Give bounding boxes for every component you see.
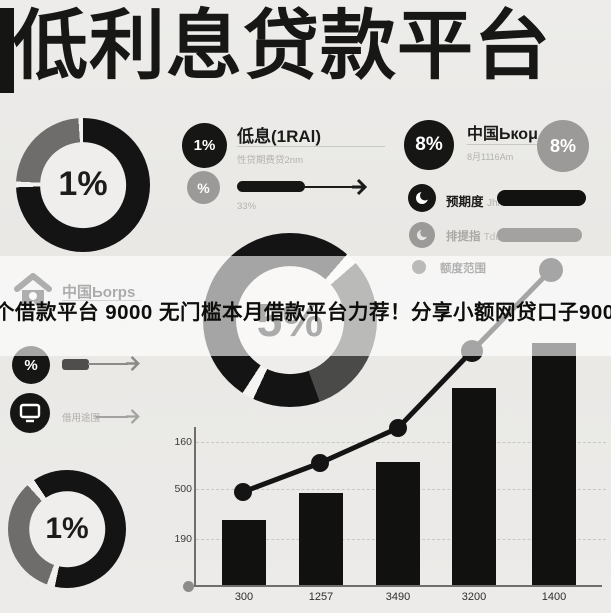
page-title: 低利息贷款平台 [12,4,551,89]
low-interest-label: 低息(1RAl) [237,127,322,146]
donut-value: 1% [58,165,108,204]
origin-dot-icon [183,581,194,592]
divider [467,144,573,145]
china-label: 中国Ькоμ [467,126,538,143]
x-tick-label: 3490 [385,591,411,603]
percent-badge-value: % [197,179,210,196]
meter-bar-1 [497,190,586,206]
china-side-badge: 8% [537,120,589,172]
meter-label: 排提指 [446,231,481,243]
arrow-shaft [303,186,352,188]
mini-bar [62,359,89,370]
donut-chart-top-left: 1% [16,118,150,252]
left-edge-glyph-fragment [0,8,14,93]
meter-row-2-label: 排提指 Tdu [446,228,501,244]
low-interest-subtext: 性贷期费贷2nm [237,155,303,166]
rate-badge-value: 1% [193,137,216,154]
arrow-right-icon [125,409,140,424]
donut-hole: 1% [29,491,105,567]
percent-badge-value: % [24,356,38,374]
donut-hole: 1% [40,142,126,228]
bar [452,388,496,585]
clock-icon [408,184,436,212]
donut-chart-bottom-left: 1% [8,470,126,588]
china-subtext: 8月1116Am [467,152,514,162]
trend-dot [389,419,407,437]
bar [376,462,420,585]
bar [299,493,343,585]
bar [222,520,266,585]
x-tick-label: 1400 [541,591,567,603]
meter-row-1-label: 预期度 Jhm [446,191,506,210]
banner-headline: 个借款平台 9000 无门槛本月借款平台力荐！分享小额网贷口子9000元 [0,301,611,324]
progress-bar [237,181,305,192]
percent-badge: % [187,171,220,204]
y-tick-label: 190 [174,533,192,545]
y-axis [194,427,196,586]
arrow-shaft [96,416,128,418]
trend-dot [234,483,252,501]
bar [532,343,576,585]
meter-suffix: Jhm [487,198,506,209]
y-tick-label: 160 [174,436,192,448]
arrow-right-icon [125,356,140,371]
x-tick-label: 300 [234,591,254,603]
meter-label: 预期度 [446,195,484,209]
meter-bar-2 [497,228,582,242]
donut-value: 1% [45,511,89,545]
china-badge-value: 8% [415,134,443,155]
china-badge: 8% [404,120,454,170]
monitor-row-label: 借用途围 [62,413,101,424]
percent-subtext: 33% [237,201,257,212]
trend-dot [311,454,329,472]
y-tick-label: 500 [174,483,192,495]
x-axis [194,585,602,587]
x-tick-label: 3200 [461,591,487,603]
clock-icon-gray [409,222,435,248]
x-tick-label: 1257 [308,591,334,603]
meter-suffix: Tdu [483,232,501,243]
rate-badge: 1% [182,123,227,168]
divider [237,146,385,147]
arrow-shaft [88,363,128,365]
china-side-badge-value: 8% [549,135,576,156]
arrow-right-icon [352,178,368,196]
monitor-icon [10,393,50,433]
